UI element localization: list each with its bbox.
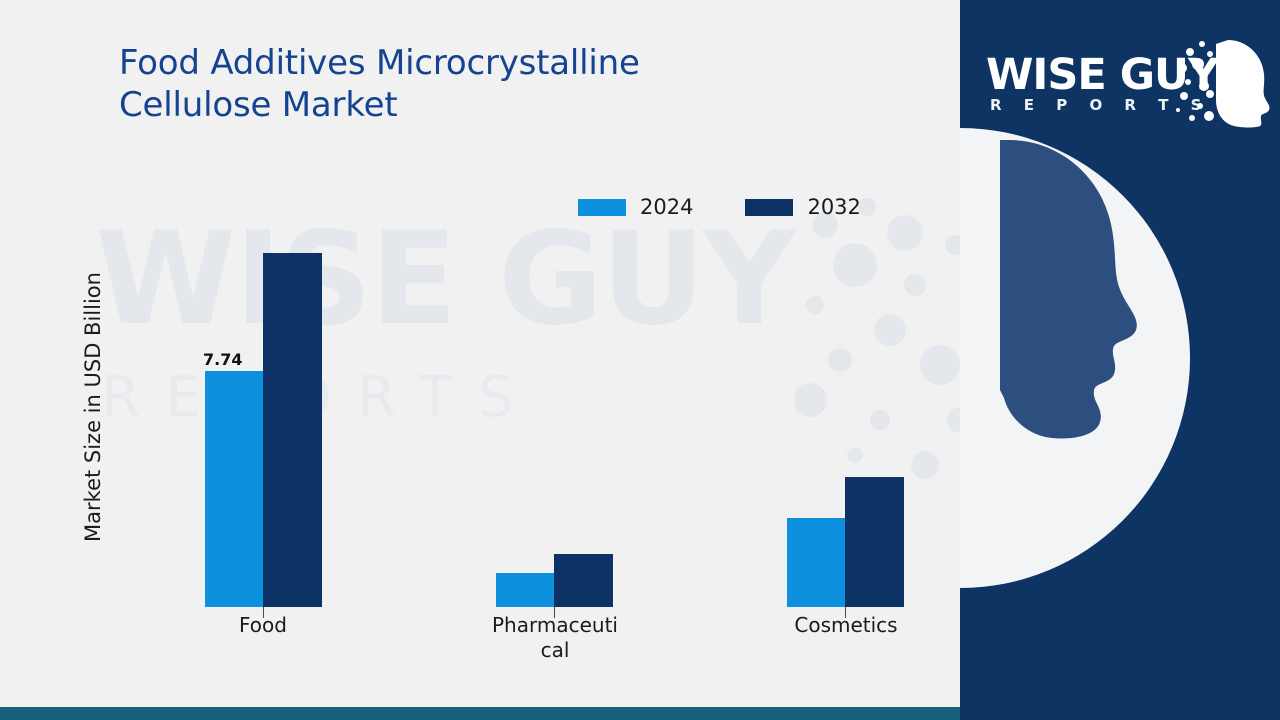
bar-food-2032[interactable] xyxy=(263,253,322,607)
legend-label-2032: 2032 xyxy=(807,195,861,219)
legend-label-2024: 2024 xyxy=(640,195,694,219)
category-label-cosmetics: Cosmetics xyxy=(775,613,917,638)
bar-value-label-food-2024: 7.74 xyxy=(203,350,243,369)
category-label-pharmaceutical-line-1: Pharmaceuti xyxy=(492,613,618,637)
axis-tick-pharmaceutical xyxy=(554,607,555,618)
legend-item-2024[interactable]: 2024 xyxy=(578,195,693,219)
chart-legend: 2024 2032 xyxy=(578,195,913,219)
bar-pharmaceutical-2024[interactable] xyxy=(496,573,554,607)
category-label-food-line-1: Food xyxy=(239,613,287,637)
plot-area: 7.74 Food Pharmaceuti cal Cosmetics xyxy=(193,253,917,663)
axis-tick-cosmetics xyxy=(845,607,846,618)
legend-swatch-2024 xyxy=(578,198,626,216)
page-title-line-1: Food Additives Microcrystalline xyxy=(119,43,640,83)
footer-accent-bar xyxy=(0,707,963,720)
category-label-pharmaceutical-line-2: cal xyxy=(540,638,570,662)
head-profile-icon xyxy=(1000,140,1137,439)
category-label-pharmaceutical: Pharmaceuti cal xyxy=(470,613,640,663)
logo-subtitle: R E P O R T S xyxy=(990,96,1210,114)
bar-food-2024[interactable] xyxy=(205,371,263,607)
axis-tick-food xyxy=(263,607,264,618)
page-title-line-2: Cellulose Market xyxy=(119,85,398,125)
page-title: Food Additives Microcrystalline Cellulos… xyxy=(119,42,819,126)
bar-pharmaceutical-2032[interactable] xyxy=(554,554,613,607)
legend-item-2032[interactable]: 2032 xyxy=(745,195,861,219)
logo-wordmark: WISE GUY xyxy=(986,50,1219,100)
legend-swatch-2032 xyxy=(745,198,794,216)
brand-logo[interactable]: WISE GUY R E P O R T S xyxy=(980,32,1270,128)
chart-region: Market Size in USD Billion 2024 2032 7.7… xyxy=(81,195,917,663)
category-label-cosmetics-line-1: Cosmetics xyxy=(794,613,898,637)
bar-cosmetics-2032[interactable] xyxy=(845,477,904,607)
panel-dot-cluster-icon xyxy=(960,150,1070,570)
category-label-food: Food xyxy=(193,613,333,638)
bar-cosmetics-2024[interactable] xyxy=(787,518,845,607)
logo-head-icon xyxy=(1176,40,1270,128)
